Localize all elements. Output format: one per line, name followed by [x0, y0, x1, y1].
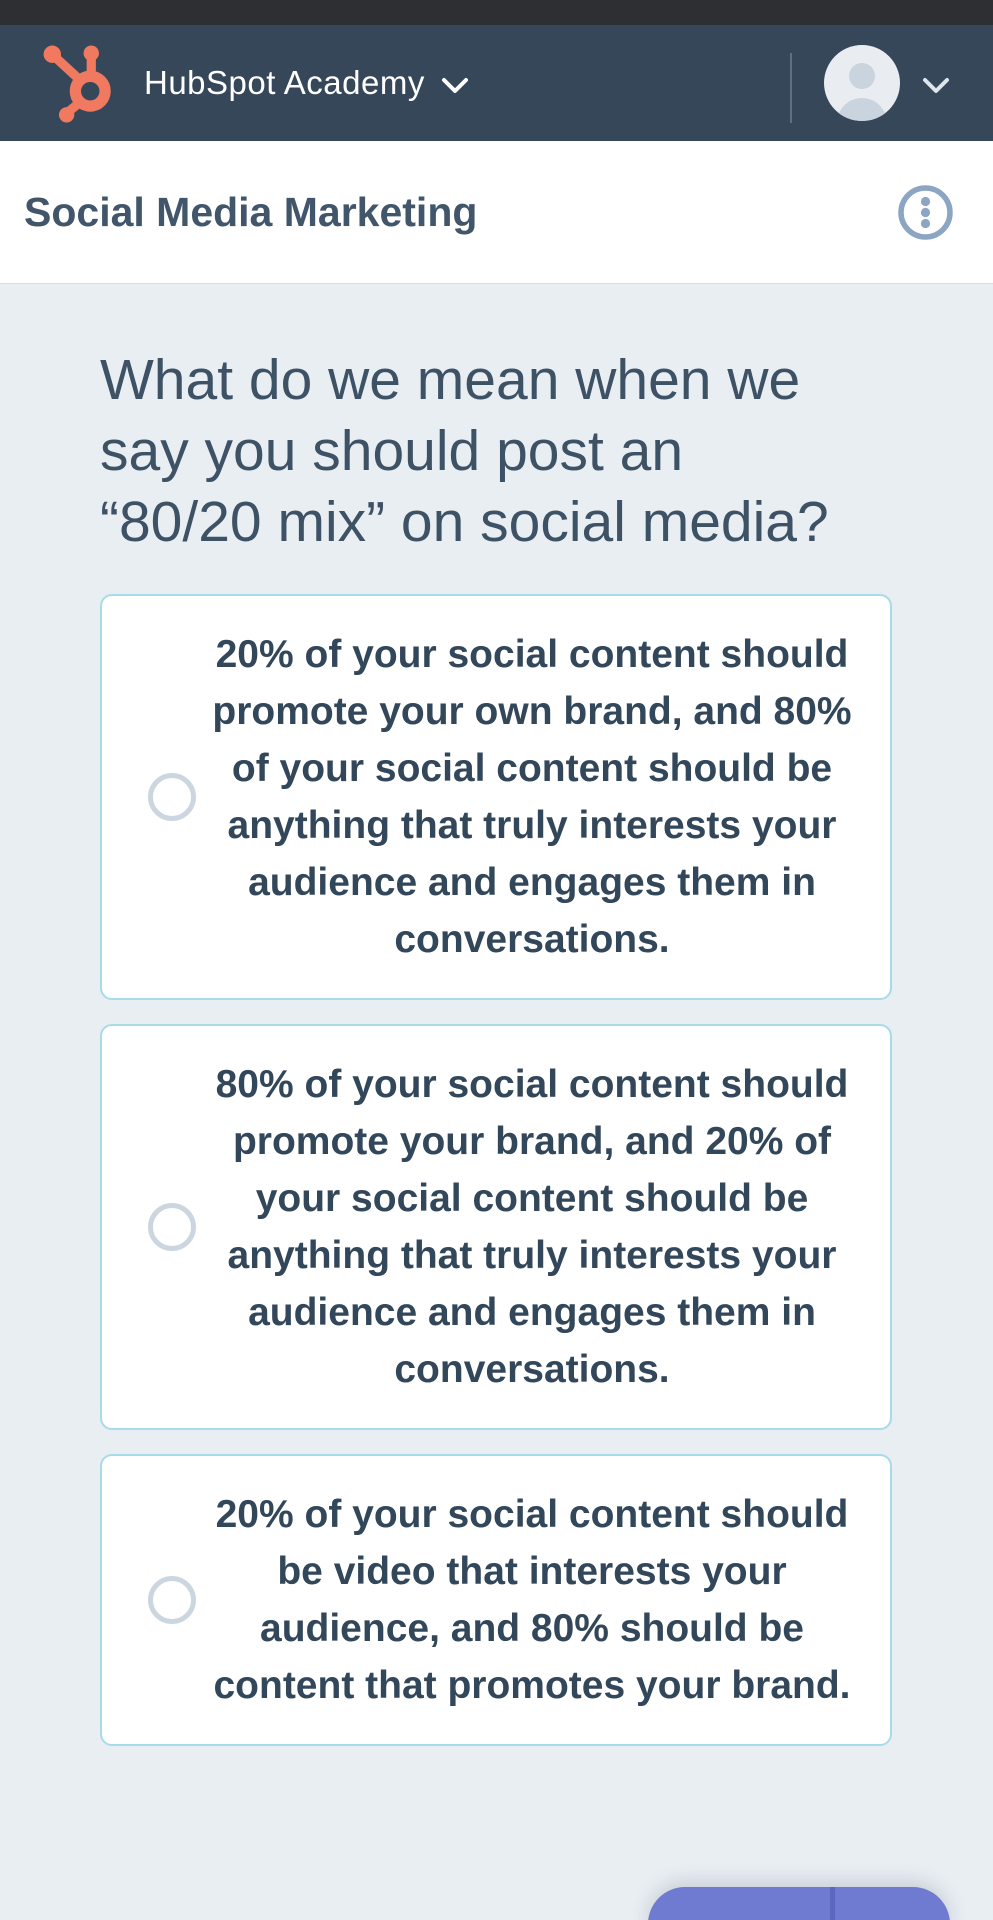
brand-label: HubSpot Academy: [144, 64, 425, 101]
next-button-divider: [830, 1887, 835, 1920]
next-menu-button[interactable]: [835, 1887, 950, 1920]
answer-option-text: 20% of your social content should promot…: [212, 633, 852, 961]
account-menu[interactable]: [824, 25, 950, 141]
course-subheader: Social Media Marketing: [0, 141, 993, 284]
user-silhouette-icon: [837, 63, 887, 121]
answer-option-text: 80% of your social content should promot…: [215, 1063, 849, 1391]
quiz-body: What do we mean when we say you should p…: [0, 284, 993, 1746]
brand-menu[interactable]: HubSpot Academy: [42, 25, 469, 141]
course-title: Social Media Marketing: [24, 188, 478, 235]
question-text: What do we mean when we say you should p…: [100, 348, 829, 554]
answer-option-1[interactable]: 20% of your social content should promot…: [100, 594, 892, 1000]
chevron-down-icon: [923, 78, 949, 93]
radio-button[interactable]: [148, 773, 196, 821]
next-split-button: [648, 1887, 950, 1920]
app-header: HubSpot Academy: [0, 25, 993, 141]
answer-option-3[interactable]: 20% of your social content should be vid…: [100, 1454, 892, 1746]
kebab-menu-icon: [898, 185, 953, 240]
radio-button[interactable]: [148, 1576, 196, 1624]
avatar: [824, 45, 900, 121]
answer-option-2[interactable]: 80% of your social content should promot…: [100, 1024, 892, 1430]
answer-options: 20% of your social content should promot…: [100, 594, 892, 1746]
next-button[interactable]: [648, 1887, 830, 1920]
course-options-button[interactable]: [897, 184, 954, 241]
radio-button[interactable]: [148, 1203, 196, 1251]
header-divider: [790, 53, 792, 123]
chevron-down-icon: [441, 78, 468, 93]
top-status-strip: [0, 0, 993, 25]
answer-option-text: 20% of your social content should be vid…: [213, 1493, 851, 1707]
hubspot-sprocket-icon: [43, 45, 111, 123]
